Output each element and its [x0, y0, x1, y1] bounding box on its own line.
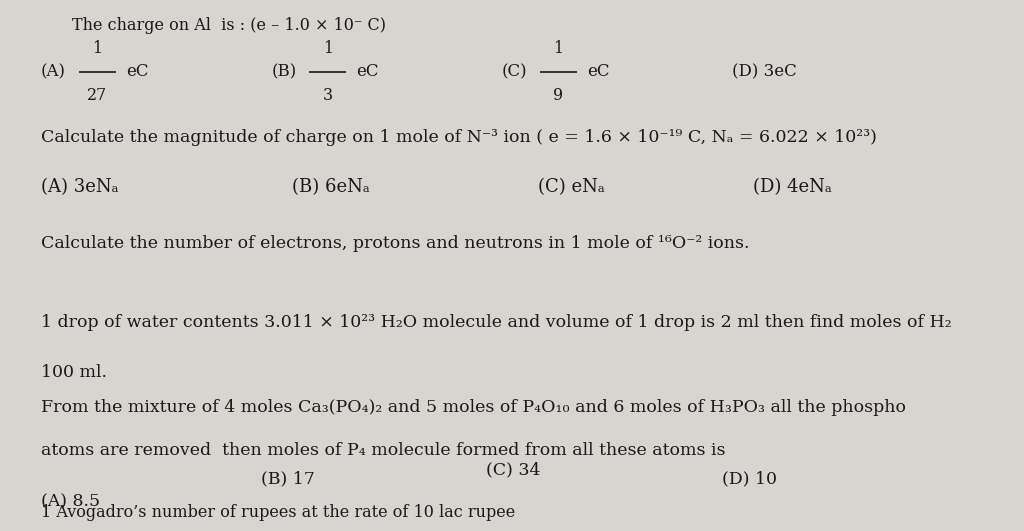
Text: 1: 1 — [323, 40, 333, 57]
Text: (D) 3eC: (D) 3eC — [732, 63, 797, 80]
Text: (B) 17: (B) 17 — [261, 470, 315, 487]
Text: 100 ml.: 100 ml. — [41, 364, 106, 381]
Text: 3: 3 — [323, 87, 333, 104]
Text: 9: 9 — [553, 87, 563, 104]
Text: 1 drop of water contents 3.011 × 10²³ H₂O molecule and volume of 1 drop is 2 ml : 1 drop of water contents 3.011 × 10²³ H₂… — [41, 314, 951, 331]
Text: eC: eC — [356, 63, 379, 80]
Text: (C) eNₐ: (C) eNₐ — [538, 178, 604, 196]
Text: eC: eC — [126, 63, 148, 80]
Text: From the mixture of 4 moles Ca₃(PO₄)₂ and 5 moles of P₄O₁₀ and 6 moles of H₃PO₃ : From the mixture of 4 moles Ca₃(PO₄)₂ an… — [41, 399, 906, 416]
Text: 1: 1 — [92, 40, 102, 57]
Text: eC: eC — [587, 63, 609, 80]
Text: Calculate the number of electrons, protons and neutrons in 1 mole of ¹⁶O⁻² ions.: Calculate the number of electrons, proto… — [41, 235, 750, 252]
Text: Calculate the magnitude of charge on 1 mole of N⁻³ ion ( e = 1.6 × 10⁻¹⁹ C, Nₐ =: Calculate the magnitude of charge on 1 m… — [41, 129, 877, 145]
Text: atoms are removed  then moles of P₄ molecule formed from all these atoms is: atoms are removed then moles of P₄ molec… — [41, 442, 725, 459]
Text: 1 Avogadro’s number of rupees at the rate of 10 lac rupee: 1 Avogadro’s number of rupees at the rat… — [41, 504, 515, 521]
Text: (A): (A) — [41, 63, 66, 80]
Text: 27: 27 — [87, 87, 108, 104]
Text: The charge on Al  is : (e – 1.0 × 10⁻ C): The charge on Al is : (e – 1.0 × 10⁻ C) — [72, 17, 386, 34]
Text: (B) 6eNₐ: (B) 6eNₐ — [292, 178, 370, 196]
Text: (D) 10: (D) 10 — [722, 470, 777, 487]
Text: (B): (B) — [271, 63, 297, 80]
Text: 1: 1 — [553, 40, 563, 57]
Text: (D) 4eNₐ: (D) 4eNₐ — [753, 178, 831, 196]
Text: (A) 8.5: (A) 8.5 — [41, 493, 100, 510]
Text: (A) 3eNₐ: (A) 3eNₐ — [41, 178, 119, 196]
Text: (C) 34: (C) 34 — [486, 461, 541, 478]
Text: (C): (C) — [502, 63, 527, 80]
